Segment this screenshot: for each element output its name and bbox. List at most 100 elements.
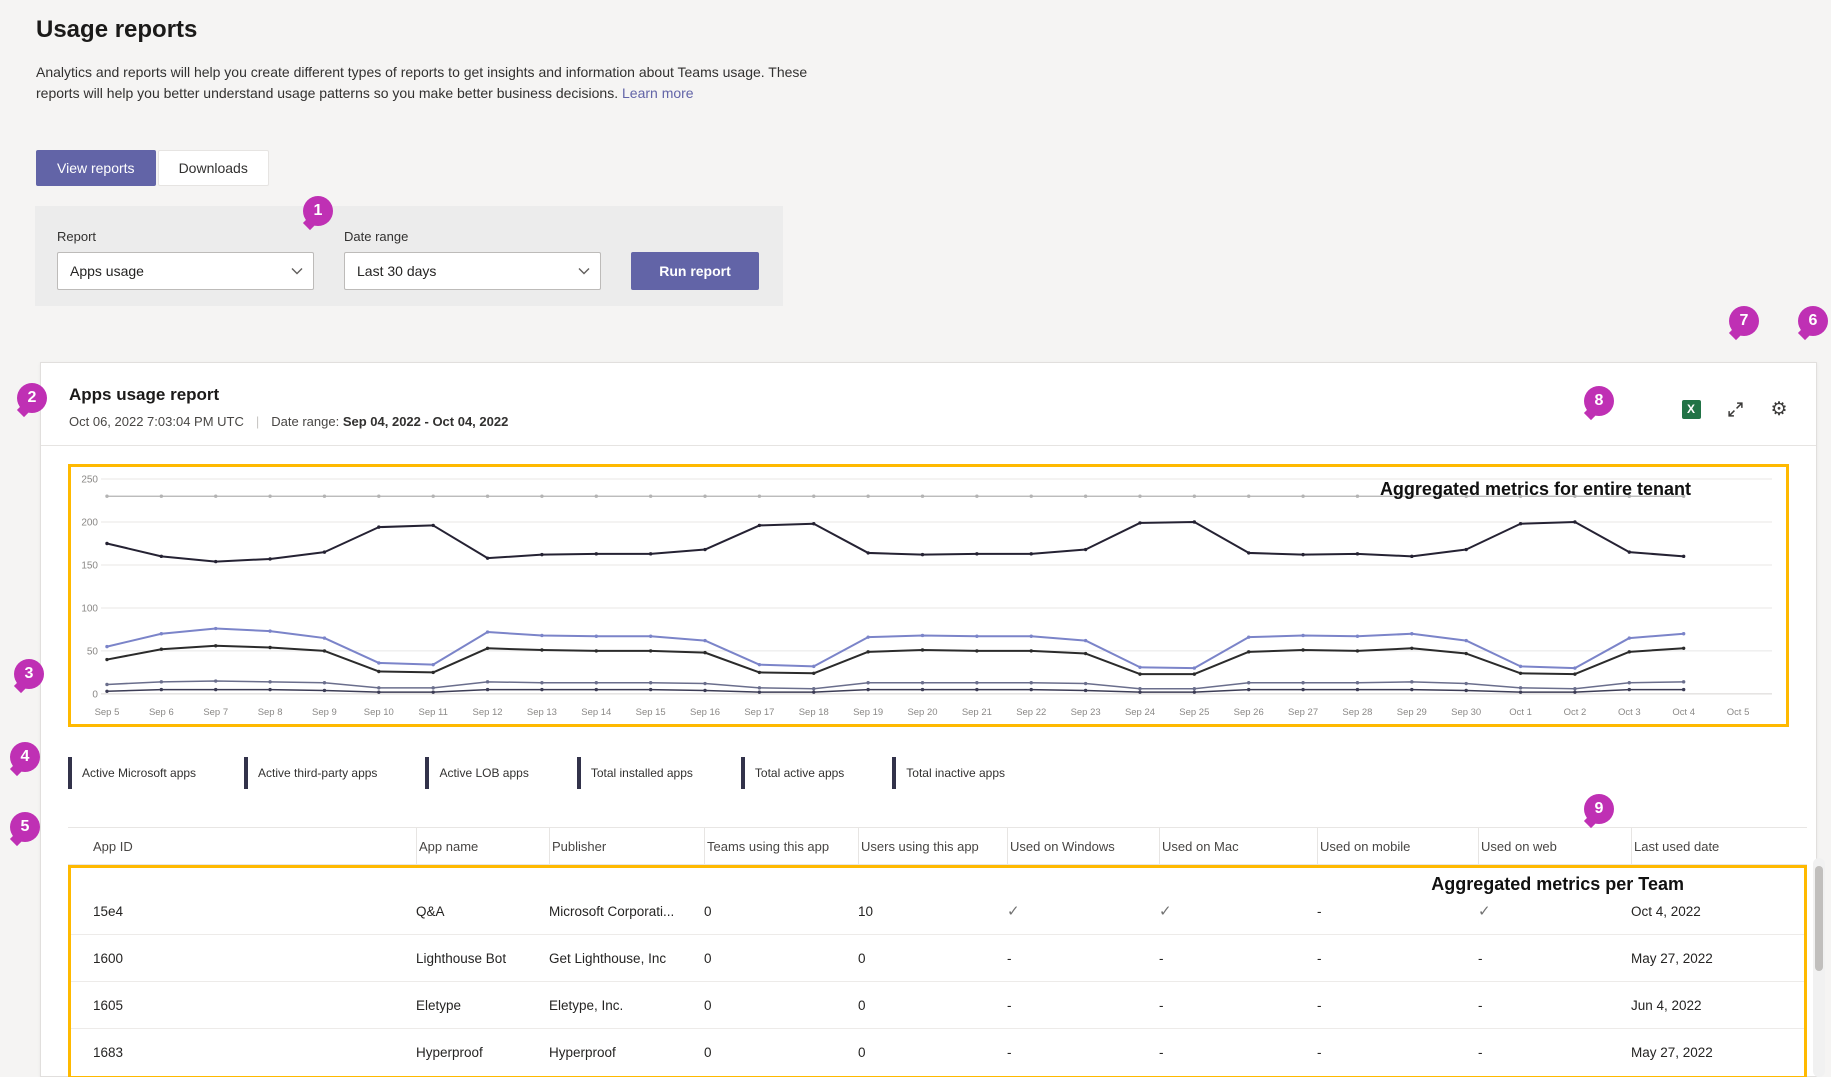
cell-used-on-windows: -: [1007, 1045, 1012, 1060]
legend-swatch: [576, 757, 581, 789]
svg-text:Oct 5: Oct 5: [1727, 707, 1750, 718]
cell-users-using-this-app: 0: [858, 997, 866, 1013]
svg-text:150: 150: [81, 560, 98, 571]
table-header-row: App ID App name Publisher Teams using this …: [68, 827, 1807, 865]
card-divider: [41, 445, 1816, 446]
column-header-app-name[interactable]: App name: [416, 828, 549, 864]
cell-app-id: 15e4: [93, 903, 124, 919]
legend-swatch: [740, 757, 745, 789]
cell-users-using-this-app: 0: [858, 1045, 866, 1060]
column-header-users-using-this-app[interactable]: Users using this app: [858, 828, 1007, 864]
legend-label: Active Microsoft apps: [82, 766, 197, 780]
legend-item-active-microsoft-apps[interactable]: Active Microsoft apps: [68, 757, 196, 789]
settings-button[interactable]: ⚙: [1766, 396, 1792, 422]
cell-last-used-date: Oct 4, 2022: [1631, 903, 1701, 919]
learn-more-link[interactable]: Learn more: [622, 85, 694, 101]
callout-6: 6: [1798, 306, 1828, 336]
cell-last-used-date: May 27, 2022: [1631, 950, 1713, 966]
cell-users-using-this-app: 0: [858, 950, 866, 966]
column-header-used-on-mac[interactable]: Used on Mac: [1159, 828, 1317, 864]
table-rows-highlight-box: Aggregated metrics per Team 15e4 Q&A Micro…: [68, 865, 1807, 1077]
svg-text:Sep 28: Sep 28: [1342, 707, 1372, 718]
legend-item-active-lob-apps[interactable]: Active LOB apps: [425, 757, 529, 789]
cell-app-id: 1600: [93, 950, 124, 966]
subtitle-separator: |: [255, 414, 260, 429]
callout-3: 3: [14, 659, 44, 689]
legend-item-total-inactive-apps[interactable]: Total inactive apps: [892, 757, 1005, 789]
table-row[interactable]: 1605 Eletype Eletype, Inc. 0 0 - - - - Jun 4, 202…: [71, 982, 1804, 1029]
column-header-used-on-mobile[interactable]: Used on mobile: [1317, 828, 1478, 864]
legend-label: Total installed apps: [590, 766, 693, 780]
report-card: Apps usage report Oct 06, 2022 7:03:04 P…: [40, 362, 1817, 1077]
cell-used-on-windows: -: [1007, 997, 1012, 1013]
column-header-used-on-web[interactable]: Used on web: [1478, 828, 1631, 864]
legend-item-total-active-apps[interactable]: Total active apps: [740, 757, 845, 789]
svg-text:Sep 23: Sep 23: [1071, 707, 1101, 718]
description-text: Analytics and reports will help you crea…: [36, 64, 808, 101]
column-header-used-on-windows[interactable]: Used on Windows: [1007, 828, 1159, 864]
run-report-button[interactable]: Run report: [631, 252, 759, 290]
legend-swatch: [892, 757, 897, 789]
excel-export-icon: X: [1681, 399, 1701, 419]
report-filter-panel: Report Apps usage Date range Last 30 day…: [35, 206, 783, 306]
svg-text:Sep 6: Sep 6: [149, 707, 174, 718]
tab-view-reports[interactable]: View reports: [36, 150, 156, 186]
svg-text:Sep 9: Sep 9: [312, 707, 337, 718]
cell-used-on-web: -: [1478, 950, 1483, 966]
svg-text:Sep 20: Sep 20: [907, 707, 937, 718]
svg-text:Sep 22: Sep 22: [1016, 707, 1046, 718]
cell-used-on-mobile: -: [1317, 903, 1322, 919]
column-header-teams-using-this-app[interactable]: Teams using this app: [704, 828, 858, 864]
date-range-dropdown[interactable]: Last 30 days: [344, 252, 601, 290]
report-date-range-label: Date range:: [271, 414, 340, 429]
svg-text:Sep 15: Sep 15: [636, 707, 666, 718]
callout-2: 2: [17, 383, 47, 413]
svg-text:Sep 5: Sep 5: [95, 707, 120, 718]
legend-item-active-third-party-apps[interactable]: Active third-party apps: [244, 757, 377, 789]
table-row[interactable]: 1600 Lighthouse Bot Get Lighthouse, Inc 0 0 -…: [71, 935, 1804, 982]
report-dropdown[interactable]: Apps usage: [57, 252, 314, 290]
date-range-label: Date range: [344, 229, 409, 244]
legend-item-total-installed-apps[interactable]: Total installed apps: [576, 757, 693, 789]
cell-used-on-mac: -: [1159, 1045, 1164, 1060]
cell-users-using-this-app: 10: [858, 903, 874, 919]
cell-used-on-web: -: [1478, 1045, 1483, 1060]
excel-export-button[interactable]: X: [1678, 396, 1704, 422]
cell-used-on-web: -: [1478, 997, 1483, 1013]
report-dropdown-value: Apps usage: [70, 263, 144, 279]
report-tabs: View reports Downloads: [36, 150, 1831, 186]
legend-swatch: [244, 757, 249, 789]
table-scrollbar[interactable]: [1813, 858, 1825, 1077]
report-subtitle: Oct 06, 2022 7:03:04 PM UTC | Date range: …: [69, 414, 508, 429]
callout-8: 8: [1584, 386, 1614, 416]
cell-used-on-mobile: -: [1317, 1045, 1322, 1060]
scrollbar-thumb[interactable]: [1815, 866, 1823, 971]
column-header-publisher[interactable]: Publisher: [549, 828, 704, 864]
svg-text:Sep 30: Sep 30: [1451, 707, 1481, 718]
cell-used-on-mobile: -: [1317, 950, 1322, 966]
table-row[interactable]: 15e4 Q&A Microsoft Corporati... 0 10 ✓ ✓ - ✓ Oct …: [71, 888, 1804, 935]
callout-9: 9: [1584, 794, 1614, 824]
svg-text:Oct 1: Oct 1: [1509, 707, 1532, 718]
svg-text:Sep 7: Sep 7: [203, 707, 228, 718]
tab-downloads[interactable]: Downloads: [157, 150, 269, 186]
report-card-header: Apps usage report Oct 06, 2022 7:03:04 P…: [41, 363, 1816, 429]
cell-publisher: Get Lighthouse, Inc: [549, 950, 667, 966]
svg-text:Oct 2: Oct 2: [1564, 707, 1587, 718]
column-header-last-used-date[interactable]: Last used date: [1631, 828, 1807, 864]
svg-text:Sep 11: Sep 11: [419, 707, 448, 718]
cell-app-id: 1605: [93, 997, 124, 1013]
fullscreen-button[interactable]: [1722, 396, 1748, 422]
svg-text:200: 200: [81, 518, 98, 529]
date-range-dropdown-value: Last 30 days: [357, 263, 437, 279]
cell-teams-using-this-app: 0: [704, 997, 712, 1013]
table-row[interactable]: 1683 Hyperproof Hyperproof 0 0 - - - - May 27, 20…: [71, 1029, 1804, 1076]
cell-app-name: Q&A: [416, 903, 445, 919]
legend-swatch: [425, 757, 430, 789]
svg-text:Oct 4: Oct 4: [1672, 707, 1695, 718]
svg-text:Sep 19: Sep 19: [853, 707, 883, 718]
callout-7: 7: [1729, 306, 1759, 336]
legend-label: Total active apps: [754, 766, 845, 780]
svg-text:Sep 21: Sep 21: [962, 707, 992, 718]
column-header-app-id[interactable]: App ID: [93, 838, 133, 854]
